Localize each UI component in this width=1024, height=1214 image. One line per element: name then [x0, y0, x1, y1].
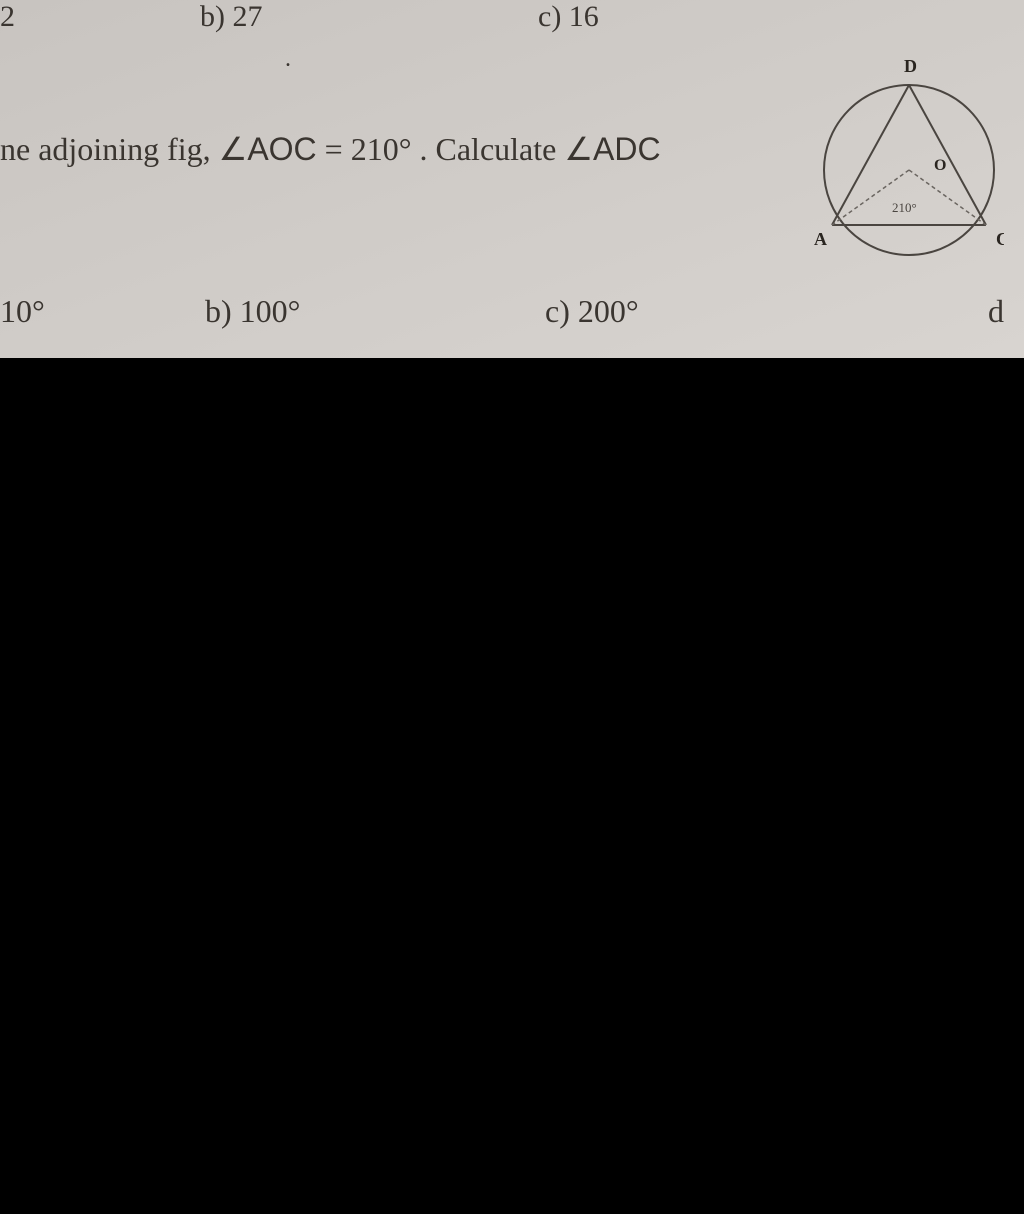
label-a: A	[814, 229, 827, 249]
label-d: D	[904, 56, 917, 76]
option-fragment-2: 2	[0, 0, 15, 34]
option-c-200: c) 200°	[545, 293, 639, 330]
geometry-svg: D A C O 210°	[814, 50, 1004, 270]
option-b-27: b) 27	[200, 0, 263, 34]
label-o: O	[934, 157, 946, 174]
option-c-16: c) 16	[538, 0, 599, 34]
option-fragment-10: 10°	[0, 293, 45, 330]
circle-diagram: D A C O 210°	[814, 50, 1004, 270]
question-text: ne adjoining fig, ∠AOC = 210° . Calculat…	[0, 130, 661, 168]
exam-page-fragment: 2 b) 27 c) 16 . ne adjoining fig, ∠AOC =…	[0, 0, 1024, 358]
angle-aoc-value: 210°	[351, 131, 412, 167]
stray-dot: .	[285, 46, 291, 73]
question-prefix: ne adjoining fig,	[0, 131, 219, 167]
angle-aoc-label: ∠AOC	[219, 131, 317, 167]
option-b-100: b) 100°	[205, 293, 300, 330]
line-dc	[909, 85, 986, 225]
line-oc-dashed	[909, 170, 986, 225]
question-suffix: . Calculate	[412, 131, 565, 167]
angle-adc-label: ∠ADC	[564, 131, 660, 167]
label-angle-210: 210°	[892, 200, 917, 215]
option-d-fragment: d	[988, 293, 1004, 330]
line-oa-dashed	[832, 170, 909, 225]
equals-sign: =	[317, 131, 351, 167]
label-c: C	[996, 229, 1004, 249]
